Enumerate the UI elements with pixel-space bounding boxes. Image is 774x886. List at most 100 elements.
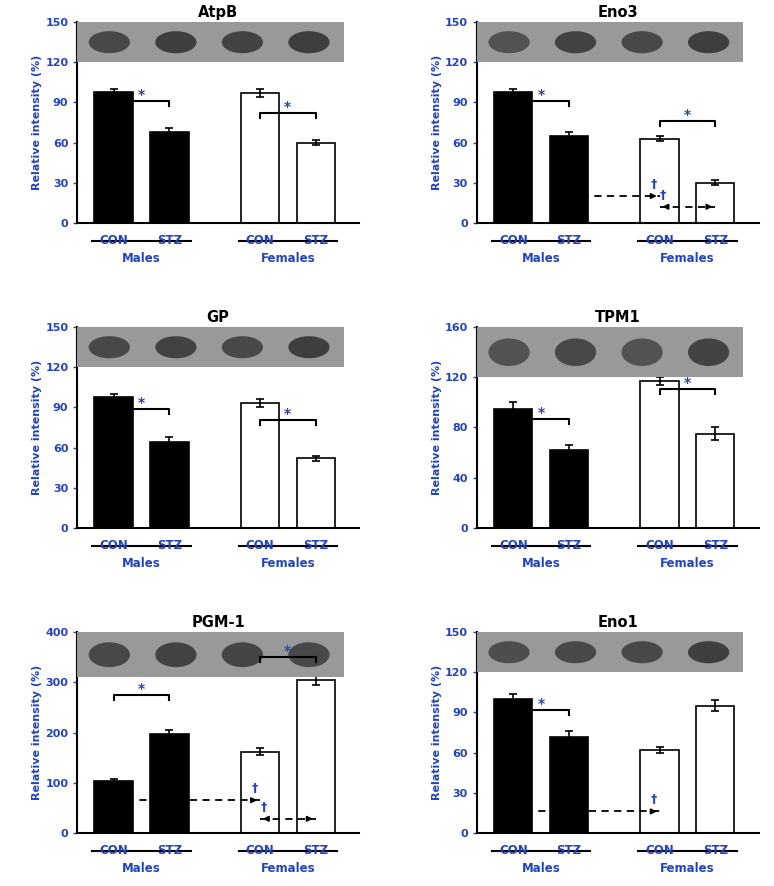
Bar <box>150 132 189 222</box>
Text: CON: CON <box>245 234 274 247</box>
Text: Males: Males <box>522 862 560 875</box>
Text: Females: Females <box>261 557 315 570</box>
Ellipse shape <box>222 336 263 358</box>
Bar <box>550 450 588 528</box>
Bar <box>696 183 735 222</box>
Ellipse shape <box>288 31 330 53</box>
Ellipse shape <box>622 31 663 53</box>
Text: †: † <box>660 189 666 202</box>
Title: TPM1: TPM1 <box>595 309 641 324</box>
Text: *: * <box>538 697 545 711</box>
Ellipse shape <box>688 31 729 53</box>
Text: *: * <box>138 396 145 410</box>
Bar <box>241 751 279 833</box>
Text: STZ: STZ <box>157 234 182 247</box>
Text: Males: Males <box>122 862 161 875</box>
Text: †: † <box>260 801 266 813</box>
Ellipse shape <box>488 338 529 366</box>
Bar <box>94 397 133 528</box>
Ellipse shape <box>555 338 596 366</box>
Text: STZ: STZ <box>303 234 328 247</box>
Ellipse shape <box>622 338 663 366</box>
Text: STZ: STZ <box>303 539 328 552</box>
Bar <box>494 699 533 833</box>
Text: CON: CON <box>499 843 528 857</box>
Title: PGM-1: PGM-1 <box>191 615 245 630</box>
Ellipse shape <box>89 31 130 53</box>
Text: *: * <box>538 89 545 103</box>
Bar <box>94 781 133 833</box>
Ellipse shape <box>488 641 529 664</box>
Text: STZ: STZ <box>557 843 581 857</box>
Y-axis label: Relative intensity (%): Relative intensity (%) <box>33 664 43 800</box>
Title: GP: GP <box>207 309 230 324</box>
Bar <box>640 381 679 528</box>
Text: Males: Males <box>122 252 161 265</box>
Bar <box>550 736 588 833</box>
Ellipse shape <box>156 642 197 667</box>
Text: Females: Females <box>660 252 714 265</box>
Text: CON: CON <box>646 843 674 857</box>
Bar <box>640 138 679 222</box>
FancyBboxPatch shape <box>77 327 344 368</box>
Ellipse shape <box>156 336 197 358</box>
Text: STZ: STZ <box>557 234 581 247</box>
Text: STZ: STZ <box>157 843 182 857</box>
Text: CON: CON <box>646 539 674 552</box>
Bar <box>296 458 335 528</box>
Ellipse shape <box>288 642 330 667</box>
Ellipse shape <box>688 641 729 664</box>
Ellipse shape <box>555 31 596 53</box>
Text: †: † <box>651 178 657 191</box>
Y-axis label: Relative intensity (%): Relative intensity (%) <box>432 664 442 800</box>
Text: Females: Females <box>261 252 315 265</box>
Text: CON: CON <box>99 539 128 552</box>
Text: *: * <box>138 89 145 103</box>
Title: Eno1: Eno1 <box>598 615 639 630</box>
Ellipse shape <box>688 338 729 366</box>
Text: CON: CON <box>499 539 528 552</box>
Bar <box>150 442 189 528</box>
Text: Males: Males <box>122 557 161 570</box>
Text: CON: CON <box>99 234 128 247</box>
Text: STZ: STZ <box>703 234 728 247</box>
Bar <box>494 92 533 222</box>
Bar <box>550 136 588 222</box>
Text: CON: CON <box>245 539 274 552</box>
Bar <box>296 143 335 222</box>
Bar <box>696 434 735 528</box>
Title: Eno3: Eno3 <box>598 4 638 19</box>
Bar <box>150 734 189 833</box>
Ellipse shape <box>622 641 663 664</box>
FancyBboxPatch shape <box>477 633 743 672</box>
Bar <box>696 706 735 833</box>
Text: CON: CON <box>245 843 274 857</box>
Bar <box>94 92 133 222</box>
Text: *: * <box>684 108 691 122</box>
Y-axis label: Relative intensity (%): Relative intensity (%) <box>432 55 442 190</box>
Text: STZ: STZ <box>303 843 328 857</box>
FancyBboxPatch shape <box>77 22 344 62</box>
Text: STZ: STZ <box>557 539 581 552</box>
Ellipse shape <box>222 31 263 53</box>
Y-axis label: Relative intensity (%): Relative intensity (%) <box>33 55 43 190</box>
Bar <box>241 403 279 528</box>
Text: Females: Females <box>660 862 714 875</box>
Text: Females: Females <box>261 862 315 875</box>
Ellipse shape <box>222 642 263 667</box>
Text: †: † <box>651 794 657 806</box>
Text: *: * <box>284 644 291 658</box>
Text: †: † <box>252 782 258 796</box>
Text: *: * <box>284 100 291 114</box>
Ellipse shape <box>89 642 130 667</box>
Bar <box>296 680 335 833</box>
Text: Males: Males <box>522 252 560 265</box>
Ellipse shape <box>555 641 596 664</box>
Text: STZ: STZ <box>703 843 728 857</box>
Text: Females: Females <box>660 557 714 570</box>
Ellipse shape <box>488 31 529 53</box>
Ellipse shape <box>288 336 330 358</box>
Y-axis label: Relative intensity (%): Relative intensity (%) <box>432 360 442 495</box>
FancyBboxPatch shape <box>477 327 743 377</box>
Text: *: * <box>284 407 291 421</box>
